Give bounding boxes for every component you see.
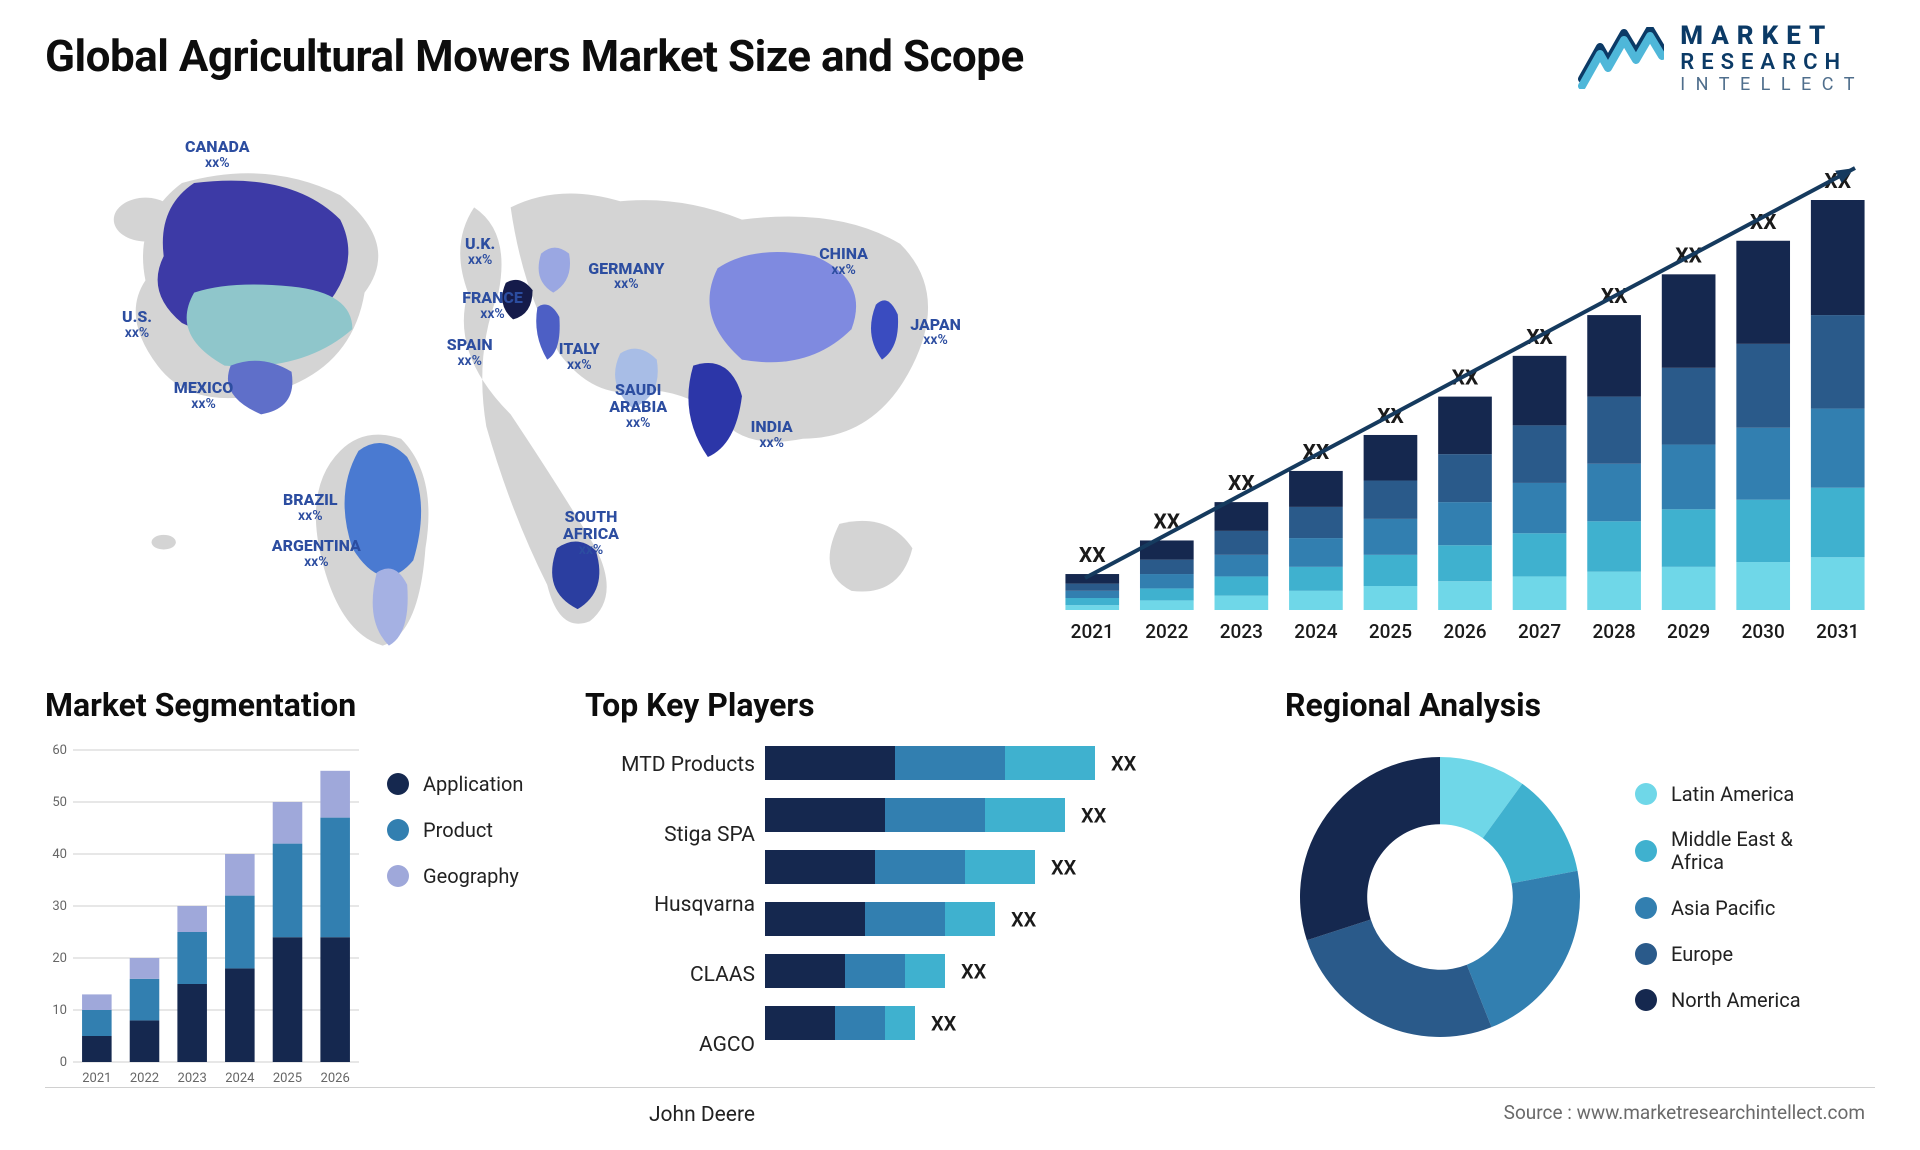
map-label-u-s-: U.S.xx% [122,309,152,340]
svg-text:0: 0 [60,1055,67,1070]
map-label-brazil: BRAZILxx% [283,492,338,523]
legend-label: Europe [1671,942,1733,966]
svg-text:2028: 2028 [1592,620,1635,643]
map-label-canada: CANADAxx% [185,139,250,170]
map-label-argentina: ARGENTINAxx% [272,538,361,569]
regional-legend-item: Latin America [1635,782,1801,806]
legend-label: Product [423,818,493,842]
svg-text:2024: 2024 [225,1071,255,1086]
svg-text:2023: 2023 [178,1071,207,1086]
legend-swatch [387,865,409,887]
svg-text:XX: XX [1111,751,1137,775]
players-title: Top Key Players [585,686,1245,724]
svg-text:2031: 2031 [1816,620,1859,643]
legend-swatch [1635,897,1657,919]
segmentation-legend-item: Geography [387,864,523,888]
regional-legend-item: Middle East &Africa [1635,828,1801,874]
legend-label: North America [1671,988,1801,1012]
svg-text:2025: 2025 [273,1071,302,1086]
legend-label: Application [423,772,523,796]
svg-text:XX: XX [1079,544,1106,568]
map-label-u-k-: U.K.xx% [465,236,495,267]
legend-label: Geography [423,864,519,888]
segmentation-title: Market Segmentation [45,686,545,724]
growth-bar-chart: XXXXXXXXXXXXXXXXXXXXXX 20212022202320242… [1055,100,1875,660]
map-label-china: CHINAxx% [819,246,868,277]
player-label: John Deere [585,1098,755,1132]
source-attribution: Source : www.marketresearchintellect.com [1504,1101,1865,1124]
legend-swatch [387,773,409,795]
players-chart: MTD Products Stiga SPA Husqvarna CLAAS AGCO J… [585,742,1245,1150]
svg-text:2030: 2030 [1742,620,1785,643]
world-map-panel: CANADAxx% U.S.xx% MEXICOxx% BRAZILxx% ARGENT… [45,100,1025,660]
legend-label: Middle East &Africa [1671,828,1793,874]
svg-text:2022: 2022 [1145,620,1188,643]
logo-text-1: MARKET [1680,22,1865,51]
svg-text:XX: XX [1081,803,1107,827]
svg-text:20: 20 [52,951,67,966]
map-label-saudi-arabia: SAUDIARABIAxx% [609,382,667,430]
svg-text:60: 60 [52,743,67,758]
player-label: Husqvarna [585,888,755,922]
legend-swatch [387,819,409,841]
legend-swatch [1635,783,1657,805]
donut-svg [1285,742,1595,1052]
legend-swatch [1635,989,1657,1011]
svg-text:10: 10 [52,1003,67,1018]
segmentation-legend-item: Application [387,772,523,796]
segmentation-svg: 2021 2022 2023 2024 2025 2026 0 10 20 30 40 50 60 [45,742,365,1092]
segmentation-chart: 2021 2022 2023 2024 2025 2026 0 10 20 30 40 50 60 A… [45,742,545,1092]
svg-text:2026: 2026 [321,1071,350,1086]
svg-text:2027: 2027 [1518,620,1561,643]
players-labels: MTD Products Stiga SPA Husqvarna CLAAS AGCO J… [585,742,755,1150]
svg-text:2023: 2023 [1220,620,1263,643]
svg-text:40: 40 [52,847,67,862]
svg-text:50: 50 [52,795,67,810]
logo-text-3: INTELLECT [1680,75,1865,95]
brand-logo: MARKET RESEARCH INTELLECT [1578,22,1865,95]
map-label-south-africa: SOUTHAFRICAxx% [563,509,619,557]
player-label: MTD Products [585,748,755,782]
regional-chart: Latin America Middle East &Africa Asia Pac… [1285,742,1875,1052]
regional-legend-item: Europe [1635,942,1801,966]
svg-text:2029: 2029 [1667,620,1710,643]
players-svg: XX XX XX XX XX XX [765,742,1225,1072]
svg-text:2026: 2026 [1443,620,1486,643]
svg-text:2024: 2024 [1294,620,1337,643]
player-label: CLAAS [585,958,755,992]
svg-text:30: 30 [52,899,67,914]
map-label-italy: ITALYxx% [559,341,600,372]
regional-legend-item: North America [1635,988,1801,1012]
map-label-spain: SPAINxx% [447,337,493,368]
player-label: Stiga SPA [585,818,755,852]
legend-label: Latin America [1671,782,1794,806]
regional-title: Regional Analysis [1285,686,1875,724]
map-label-france: FRANCExx% [462,290,523,321]
svg-text:XX: XX [1011,907,1037,931]
regional-legend: Latin America Middle East &Africa Asia Pac… [1635,782,1801,1012]
svg-text:2025: 2025 [1369,620,1412,643]
svg-text:XX: XX [931,1011,957,1035]
legend-swatch [1635,840,1657,862]
svg-text:2021: 2021 [1071,620,1114,643]
svg-text:XX: XX [961,959,987,983]
svg-text:2022: 2022 [130,1071,159,1086]
regional-legend-item: Asia Pacific [1635,896,1801,920]
footer-divider [45,1087,1875,1088]
svg-text:2021: 2021 [82,1071,111,1086]
logo-mark-icon [1578,27,1664,89]
map-label-mexico: MEXICOxx% [174,380,233,411]
legend-label: Asia Pacific [1671,896,1775,920]
map-label-germany: GERMANYxx% [588,261,664,292]
growth-svg: XXXXXXXXXXXXXXXXXXXXXX 20212022202320242… [1055,140,1875,660]
logo-text-2: RESEARCH [1680,51,1865,75]
segmentation-legend-item: Product [387,818,523,842]
map-label-japan: JAPANxx% [910,317,961,348]
player-label: AGCO [585,1028,755,1062]
svg-text:XX: XX [1051,855,1077,879]
legend-swatch [1635,943,1657,965]
map-label-india: INDIAxx% [751,419,793,450]
segmentation-legend: Application Product Geography [387,742,523,1092]
